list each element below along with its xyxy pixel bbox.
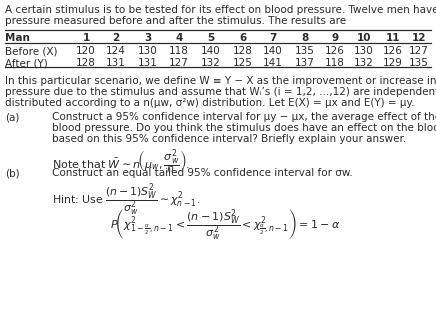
Text: 130: 130 [138,46,158,56]
Text: 6: 6 [239,33,247,43]
Text: pressure due to the stimulus and assume that Wᵢ’s (i = 1,2, ...,12) are independ: pressure due to the stimulus and assume … [5,87,436,97]
Text: In this particular scenario, we define W ≡ Y − X as the improvement or increase : In this particular scenario, we define W… [5,76,436,86]
Text: 120: 120 [76,46,96,56]
Text: 126: 126 [325,46,345,56]
Text: distributed according to a n(μw, σ²w) distribution. Let E(X) = μx and E(Y) = μy.: distributed according to a n(μw, σ²w) di… [5,98,415,108]
Text: 124: 124 [106,46,126,56]
Text: (a): (a) [5,112,19,122]
Text: 3: 3 [144,33,152,43]
Text: 118: 118 [325,58,345,68]
Text: (b): (b) [5,168,20,178]
Text: 127: 127 [409,46,429,56]
Text: 9: 9 [331,33,339,43]
Text: 132: 132 [201,58,221,68]
Text: blood pressure. Do you think the stimulus does have an effect on the blood press: blood pressure. Do you think the stimulu… [52,123,436,133]
Text: Construct an equal tailed 95% confidence interval for σw.: Construct an equal tailed 95% confidence… [52,168,353,178]
Text: 126: 126 [383,46,403,56]
Text: 5: 5 [208,33,215,43]
Text: 131: 131 [106,58,126,68]
Text: 127: 127 [169,58,189,68]
Text: 135: 135 [295,46,315,56]
Text: 137: 137 [295,58,315,68]
Text: Construct a 95% confidence interval for μy − μx, the average effect of the stimu: Construct a 95% confidence interval for … [52,112,436,122]
Text: 140: 140 [201,46,221,56]
Text: Man: Man [5,33,30,43]
Text: 7: 7 [269,33,277,43]
Text: After (Y): After (Y) [5,58,48,68]
Text: Hint: Use $\dfrac{(n-1)S^2_W}{\sigma^2_w}{\sim}\chi^2_{n-1}.$: Hint: Use $\dfrac{(n-1)S^2_W}{\sigma^2_w… [52,182,200,218]
Text: 141: 141 [263,58,283,68]
Text: 132: 132 [354,58,374,68]
Text: $P\!\left(\chi^2_{1-\frac{\alpha}{2},n-1} < \dfrac{(n-1)S^2_W}{\sigma^2_w} < \ch: $P\!\left(\chi^2_{1-\frac{\alpha}{2},n-1… [110,207,340,242]
Text: pressure measured before and after the stimulus. The results are: pressure measured before and after the s… [5,16,346,26]
Text: 129: 129 [383,58,403,68]
Text: 128: 128 [233,46,253,56]
Text: A certain stimulus is to be tested for its effect on blood pressure. Twelve men : A certain stimulus is to be tested for i… [5,5,436,15]
Text: 140: 140 [263,46,283,56]
Text: 11: 11 [386,33,400,43]
Text: 2: 2 [112,33,119,43]
Text: 131: 131 [138,58,158,68]
Text: 8: 8 [301,33,309,43]
Text: 125: 125 [233,58,253,68]
Text: 135: 135 [409,58,429,68]
Text: 130: 130 [354,46,374,56]
Text: Note that $\bar{W}{\sim}n\!\left(\mu_w,\dfrac{\sigma^2_w}{n}\right).$: Note that $\bar{W}{\sim}n\!\left(\mu_w,\… [52,148,190,177]
Text: 4: 4 [175,33,183,43]
Text: 12: 12 [412,33,426,43]
Text: Before (X): Before (X) [5,46,58,56]
Text: 10: 10 [357,33,371,43]
Text: 128: 128 [76,58,96,68]
Text: 118: 118 [169,46,189,56]
Text: based on this 95% confidence interval? Briefly explain your answer.: based on this 95% confidence interval? B… [52,134,406,144]
Text: 1: 1 [82,33,90,43]
